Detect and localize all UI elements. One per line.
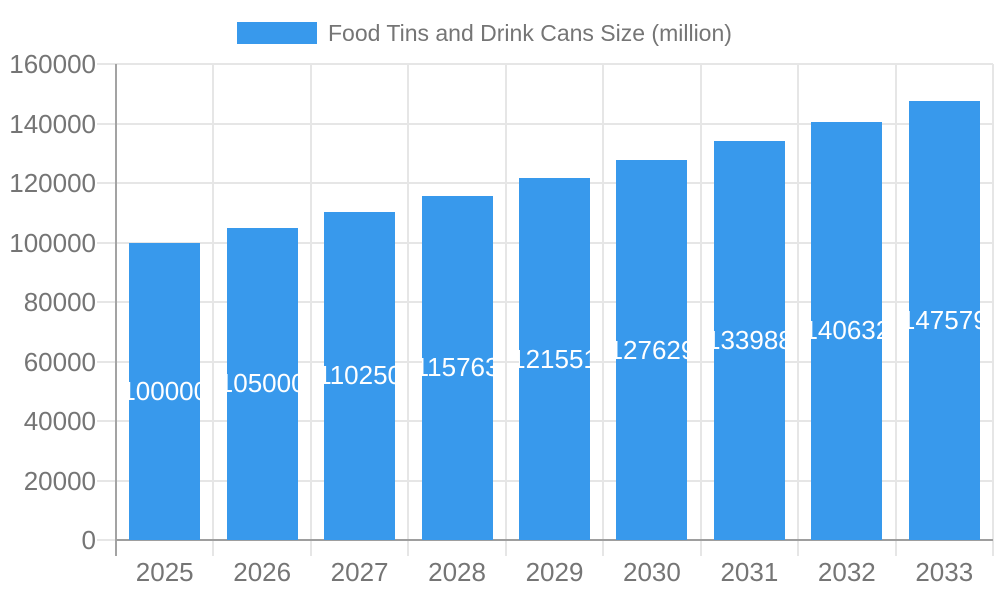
y-axis-tick-label: 120000 <box>9 168 96 198</box>
x-axis-tick-label: 2026 <box>233 557 292 587</box>
x-axis-tick-label: 2030 <box>623 557 681 587</box>
x-axis-tick-label: 2025 <box>135 557 194 587</box>
x-gridline <box>212 64 215 556</box>
x-axis-tick-label: 2027 <box>330 557 389 587</box>
x-axis-tick-label: 2032 <box>817 557 876 587</box>
x-axis-tick-label: 2028 <box>428 557 486 587</box>
bar-2027[interactable]: 110250 <box>324 212 396 540</box>
legend-label: Food Tins and Drink Cans Size (million) <box>328 19 732 46</box>
x-gridline <box>602 64 605 556</box>
bar-2026[interactable]: 105000 <box>226 227 298 540</box>
y-axis-tick-label: 40000 <box>23 406 96 436</box>
bar-value-label: 105000 <box>227 368 298 399</box>
x-axis-tick-label: 2033 <box>915 557 974 587</box>
bar-2033[interactable]: 147579 <box>908 100 980 540</box>
y-axis-tick-label: 100000 <box>9 227 96 258</box>
bar-value-label: 147579 <box>909 304 980 335</box>
y-gridline <box>97 63 993 65</box>
x-axis-tick-label: 2029 <box>525 557 584 587</box>
y-axis-line <box>115 64 117 556</box>
x-gridline <box>504 64 507 556</box>
x-gridline <box>894 64 897 556</box>
bar-value-label: 121551 <box>519 343 590 374</box>
y-axis-tick-label: 140000 <box>9 108 96 139</box>
chart-legend[interactable]: Food Tins and Drink Cans Size (million) <box>237 17 732 49</box>
bar-value-label: 115763 <box>422 352 493 383</box>
bar-value-label: 110250 <box>324 360 396 391</box>
y-axis-tick-label: 80000 <box>23 287 96 317</box>
y-gridline <box>97 122 993 125</box>
x-gridline <box>699 64 702 556</box>
bar-2031[interactable]: 133988 <box>713 141 785 540</box>
x-gridline <box>309 64 312 556</box>
bar-value-label: 127629 <box>616 334 687 365</box>
x-axis-line <box>116 539 993 541</box>
bar-2029[interactable]: 121551 <box>519 178 590 540</box>
x-axis-tick-label: 2031 <box>720 557 779 587</box>
y-axis-tick-label: 60000 <box>23 346 96 377</box>
y-axis-tick-label: 20000 <box>23 465 96 496</box>
legend-swatch <box>237 22 317 44</box>
x-gridline <box>797 64 800 556</box>
bar-2030[interactable]: 127629 <box>616 160 688 540</box>
y-axis-tick-label: 0 <box>81 525 96 555</box>
bar-2025[interactable]: 100000 <box>129 242 201 540</box>
x-gridline <box>992 64 994 556</box>
bar-value-label: 133988 <box>714 325 785 356</box>
bar-2028[interactable]: 115763 <box>421 195 493 540</box>
x-gridline <box>407 64 410 556</box>
y-axis-tick-label: 160000 <box>9 49 96 79</box>
bar-value-label: 100000 <box>129 375 200 406</box>
